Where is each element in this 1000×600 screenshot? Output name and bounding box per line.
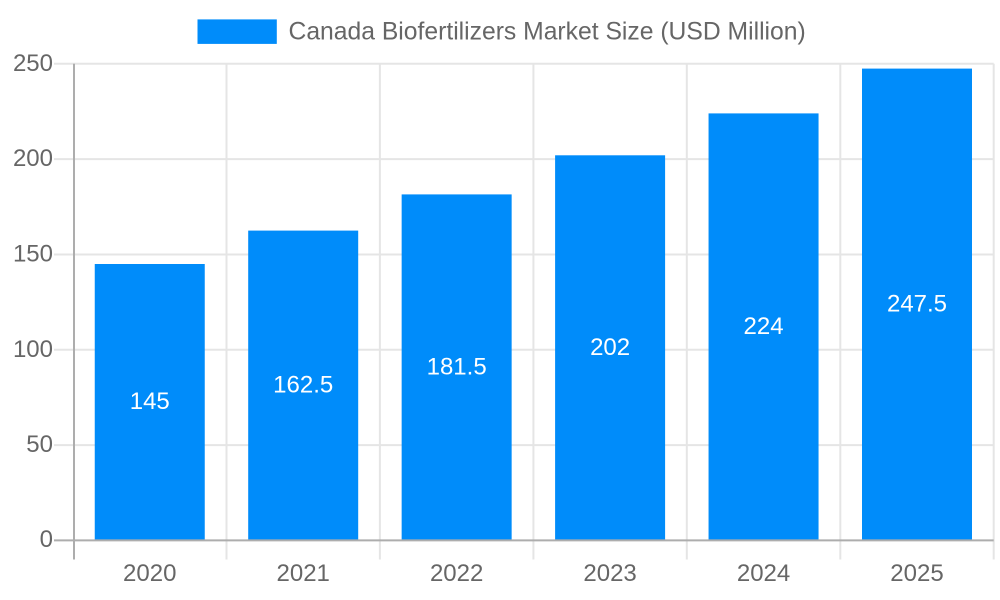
svg-text:162.5: 162.5 <box>273 372 333 399</box>
svg-text:2022: 2022 <box>430 560 483 587</box>
svg-text:150: 150 <box>13 241 53 268</box>
svg-text:145: 145 <box>130 388 170 415</box>
svg-text:247.5: 247.5 <box>887 291 947 318</box>
svg-text:2021: 2021 <box>277 560 330 587</box>
svg-text:181.5: 181.5 <box>427 353 487 380</box>
svg-text:100: 100 <box>13 336 53 363</box>
svg-text:202: 202 <box>590 334 630 361</box>
svg-text:2025: 2025 <box>890 560 943 587</box>
svg-text:Canada Biofertilizers Market S: Canada Biofertilizers Market Size (USD M… <box>289 18 806 45</box>
svg-text:50: 50 <box>26 431 53 458</box>
svg-text:2024: 2024 <box>737 560 790 587</box>
svg-text:0: 0 <box>40 526 53 553</box>
svg-text:2020: 2020 <box>123 560 176 587</box>
svg-text:200: 200 <box>13 145 53 172</box>
svg-text:2023: 2023 <box>583 560 636 587</box>
svg-text:250: 250 <box>13 50 53 77</box>
svg-text:224: 224 <box>744 313 784 340</box>
